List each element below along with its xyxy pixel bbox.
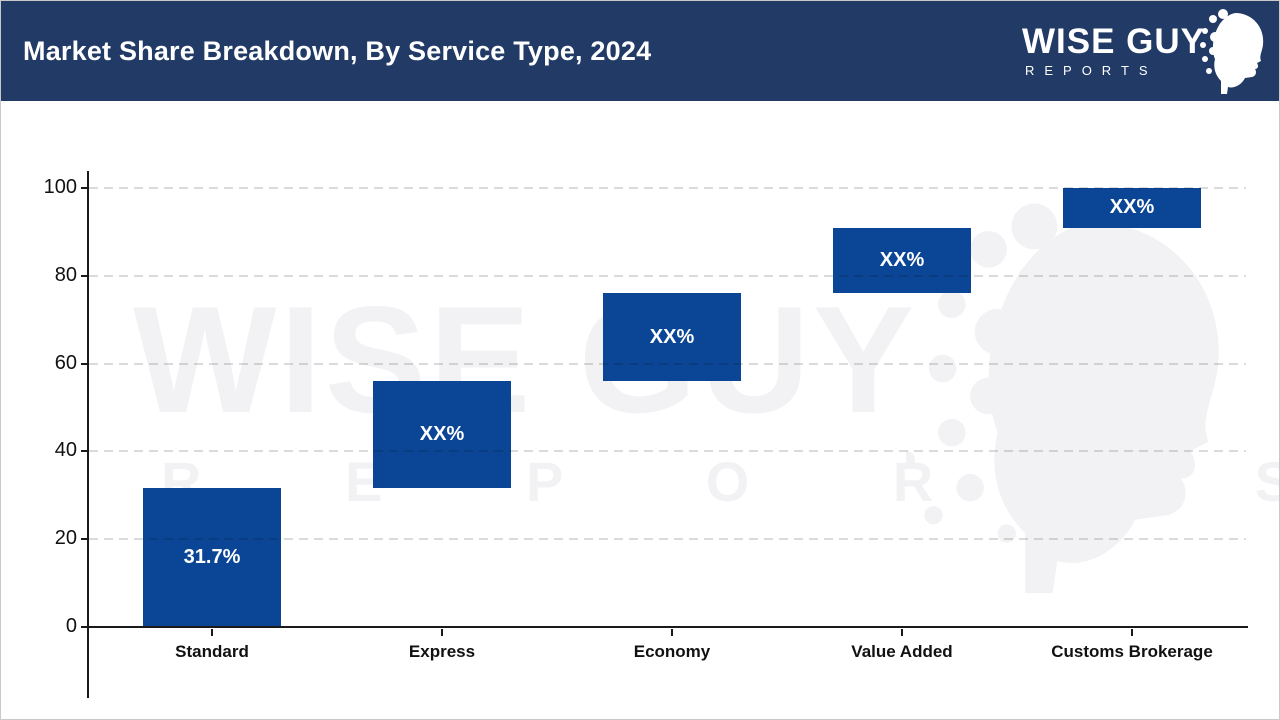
- x-category-label: Express: [408, 642, 476, 661]
- watermark-text-line1: WISE GUY: [133, 275, 918, 445]
- x-tick-mark: [671, 629, 673, 636]
- gridline: [89, 450, 1246, 453]
- logo-line1: WISE GUY: [1021, 22, 1205, 61]
- wiseguy-face-icon: [1200, 9, 1264, 94]
- bar-standard: [143, 487, 281, 627]
- y-tick-label: 40: [54, 439, 77, 462]
- chart: 31.7% XX% XX% XX% XX% 0 20 40 60 80 100 Standard Exp…: [1, 101, 1279, 719]
- bar-value-label: XX%: [419, 422, 465, 445]
- y-tick-label: 80: [54, 263, 77, 286]
- gridline: [89, 187, 1246, 189]
- logo-line2: REPORTS: [1024, 63, 1158, 78]
- y-tick-label: 60: [54, 351, 77, 374]
- y-tick-mark: [81, 274, 88, 277]
- gridline: [89, 538, 1246, 541]
- x-tick-mark: [1131, 629, 1133, 636]
- gridline: [89, 362, 1246, 365]
- x-category-label: Value Added: [851, 642, 953, 661]
- header-bar: Market Share Breakdown, By Service Type,…: [1, 1, 1279, 101]
- x-axis-spine: [87, 626, 1248, 628]
- y-tick-mark: [81, 187, 88, 189]
- bar-customs-brokerage: [1063, 188, 1201, 228]
- x-tick-mark: [901, 629, 903, 636]
- y-tick-label: 0: [65, 615, 77, 637]
- bar-value-label: 31.7%: [183, 545, 241, 568]
- x-category-label: Economy: [633, 642, 711, 661]
- bar-value-label: XX%: [879, 248, 925, 271]
- x-tick-mark: [441, 629, 443, 636]
- y-tick-mark: [81, 626, 88, 628]
- y-tick-label: 20: [54, 527, 77, 550]
- x-category-label: Customs Brokerage: [1051, 642, 1213, 661]
- page-title: Market Share Breakdown, By Service Type,…: [23, 35, 652, 66]
- bar-economy: [603, 293, 741, 382]
- x-category-label: Standard: [175, 642, 249, 661]
- bar-express: [373, 381, 511, 488]
- y-axis-spine: [87, 171, 89, 698]
- bar-value-added: [833, 227, 971, 294]
- y-tick-mark: [81, 450, 88, 453]
- y-tick-mark: [81, 538, 88, 541]
- gridline: [89, 274, 1246, 277]
- y-tick-mark: [81, 362, 88, 365]
- x-tick-mark: [211, 629, 213, 636]
- bar-value-label: XX%: [649, 325, 695, 348]
- bar-value-label: XX%: [1109, 196, 1155, 219]
- watermark-face-icon: [906, 203, 1219, 594]
- wiseguy-logo: WISE GUY REPORTS: [1022, 7, 1267, 95]
- y-tick-label: 100: [43, 176, 77, 198]
